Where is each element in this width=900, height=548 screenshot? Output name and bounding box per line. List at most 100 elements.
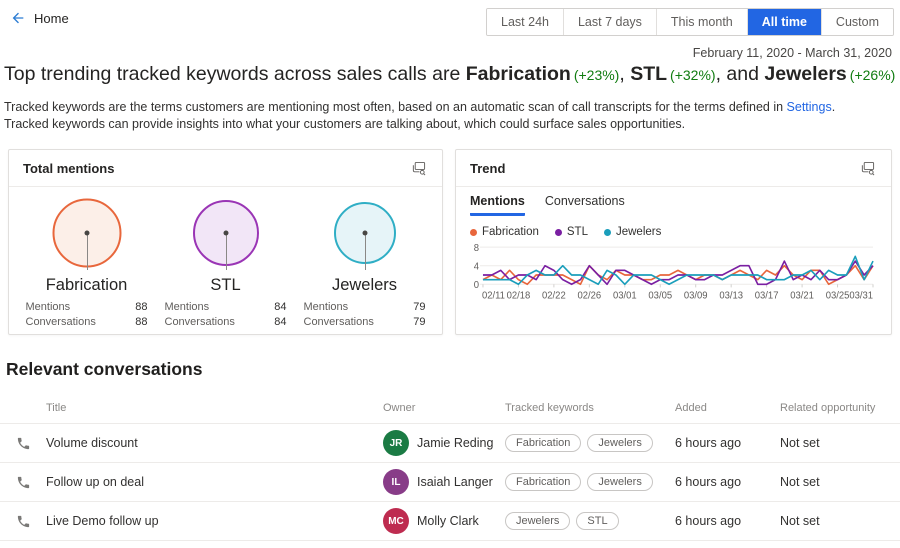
total-mentions-title: Total mentions [23,160,115,176]
conversations-label: Conversations [303,316,374,328]
copy-chart-icon [412,161,426,175]
table-header-row: Title Owner Tracked keywords Added Relat… [0,390,900,424]
keyword-bubbles: Fabrication Mentions 88 Conversations 88 S… [9,187,442,330]
stl-bubble [156,193,295,273]
legend-dot-icon [470,228,477,236]
table-row[interactable]: Volume discount JR Jamie Reding Fabricati… [0,424,900,463]
conversations-label: Conversations [164,316,235,328]
added-time: 6 hours ago [675,514,742,528]
total-mentions-card: Total mentions Fabrication Mentions 88 Co… [8,149,443,335]
keyword-highlight-stl: STL [630,63,668,85]
avatar: MC [383,508,409,534]
description-line-1: Tracked keywords are the terms customers… [4,100,836,114]
keyword-tag: Fabrication [505,473,582,491]
home-label[interactable]: Home [34,10,69,26]
related-opportunity: Not set [780,514,820,528]
description: Tracked keywords are the terms customers… [4,99,896,133]
svg-text:4: 4 [474,261,480,272]
conversations-value: 88 [135,316,148,328]
legend-dot-icon [603,228,611,236]
avatar: JR [383,430,409,456]
svg-text:02/26: 02/26 [578,291,602,302]
added-time: 6 hours ago [675,475,742,489]
time-filter-group: Last 24h Last 7 days This month All time… [486,8,894,36]
trend-tabs: Mentions Conversations [470,194,877,216]
legend-item-stl[interactable]: STL [554,226,588,238]
time-filter-custom[interactable]: Custom [820,9,893,35]
top-bar: Home Last 24h Last 7 days This month All… [0,0,900,60]
keyword-tag: STL [576,512,619,530]
keyword-name: STL [210,276,241,294]
conversation-title: Follow up on deal [46,475,144,489]
cards-row: Total mentions Fabrication Mentions 88 Co… [8,149,892,335]
keyword-summary-jewelers: Jewelers Mentions 79 Conversations 79 [295,193,434,330]
table-row[interactable]: Live Demo follow up MC Molly Clark Jewele… [0,502,900,541]
conversations-value: 79 [413,316,426,328]
back-arrow-icon[interactable] [10,10,26,26]
home-link[interactable]: Home [10,10,69,26]
tab-conversations[interactable]: Conversations [544,194,625,208]
owner-name: Molly Clark [417,514,479,528]
keyword-name: Fabrication [45,276,128,294]
column-added: Added [675,402,707,414]
conversations-value: 84 [274,316,287,328]
mentions-value: 88 [135,301,148,313]
svg-text:02/11: 02/11 [482,291,505,302]
trend-chart: 0 4 8 02/11 02/18 02/22 02/26 03/01 03/05 03/09 03… [474,243,874,302]
trend-chart-area: 0 4 8 02/11 02/18 02/22 02/26 03/01 03/05 03/09 03… [470,243,877,307]
svg-text:03/05: 03/05 [648,291,672,302]
copy-chart-button[interactable] [858,159,877,178]
trend-card: Trend Mentions Conversations Fabrication… [455,149,892,335]
time-filter-all-time[interactable]: All time [746,9,821,35]
keyword-tags: Fabrication Jewelers [505,473,675,491]
keyword-summary-fabrication: Fabrication Mentions 88 Conversations 88 [17,193,156,330]
svg-text:03/13: 03/13 [719,291,743,302]
conversation-title: Volume discount [46,436,138,450]
keyword-tag: Fabrication [505,434,582,452]
headline-prefix: Top trending tracked keywords across sal… [4,63,466,85]
keyword-tags: Fabrication Jewelers [505,434,675,452]
related-opportunity: Not set [780,436,820,450]
owner-name: Isaiah Langer [417,475,493,489]
time-filter-last-24h[interactable]: Last 24h [487,9,563,35]
column-owner: Owner [383,402,416,414]
table-row[interactable]: Follow up on deal IL Isaiah Langer Fabric… [0,463,900,502]
conversation-title: Live Demo follow up [46,514,159,528]
time-filter-this-month[interactable]: This month [655,9,747,35]
mentions-label: Mentions [25,301,71,313]
svg-text:03/09: 03/09 [684,291,708,302]
fabrication-bubble [17,193,156,273]
time-filter-last-7-days[interactable]: Last 7 days [562,9,656,35]
phone-icon [16,514,46,529]
column-related-opportunity: Related opportunity [780,402,876,414]
column-tracked-keywords: Tracked keywords [505,402,594,414]
column-title: Title [46,402,67,414]
copy-chart-button[interactable] [409,159,428,178]
keyword-highlight-fabrication: Fabrication [465,63,571,85]
keyword-summary-stl: STL Mentions 84 Conversations 84 [156,193,295,330]
svg-text:02/18: 02/18 [507,291,531,302]
phone-icon [16,475,46,490]
description-line-2: Tracked keywords can provide insights in… [4,117,686,131]
conversations-label: Conversations [25,316,96,328]
chart-legend: Fabrication STL Jewelers [470,226,877,238]
legend-item-jewelers[interactable]: Jewelers [603,226,661,238]
svg-text:02/22: 02/22 [542,291,566,302]
svg-text:03/21: 03/21 [790,291,814,302]
settings-link[interactable]: Settings [786,100,832,114]
copy-chart-icon [861,161,875,175]
mentions-value: 79 [413,301,426,313]
mentions-label: Mentions [303,301,349,313]
svg-text:03/31: 03/31 [849,291,873,302]
change-percent-stl: (+32%) [670,67,716,83]
jewelers-bubble [295,193,434,273]
change-percent-fabrication: (+23%) [573,67,620,83]
trend-title: Trend [470,160,506,176]
owner-name: Jamie Reding [417,436,494,450]
related-opportunity: Not set [780,475,820,489]
conversations-table: Title Owner Tracked keywords Added Relat… [0,390,900,541]
tab-mentions[interactable]: Mentions [470,194,525,216]
keyword-name: Jewelers [331,276,398,294]
legend-item-fabrication[interactable]: Fabrication [470,226,539,238]
keyword-tag: Jewelers [505,512,571,530]
